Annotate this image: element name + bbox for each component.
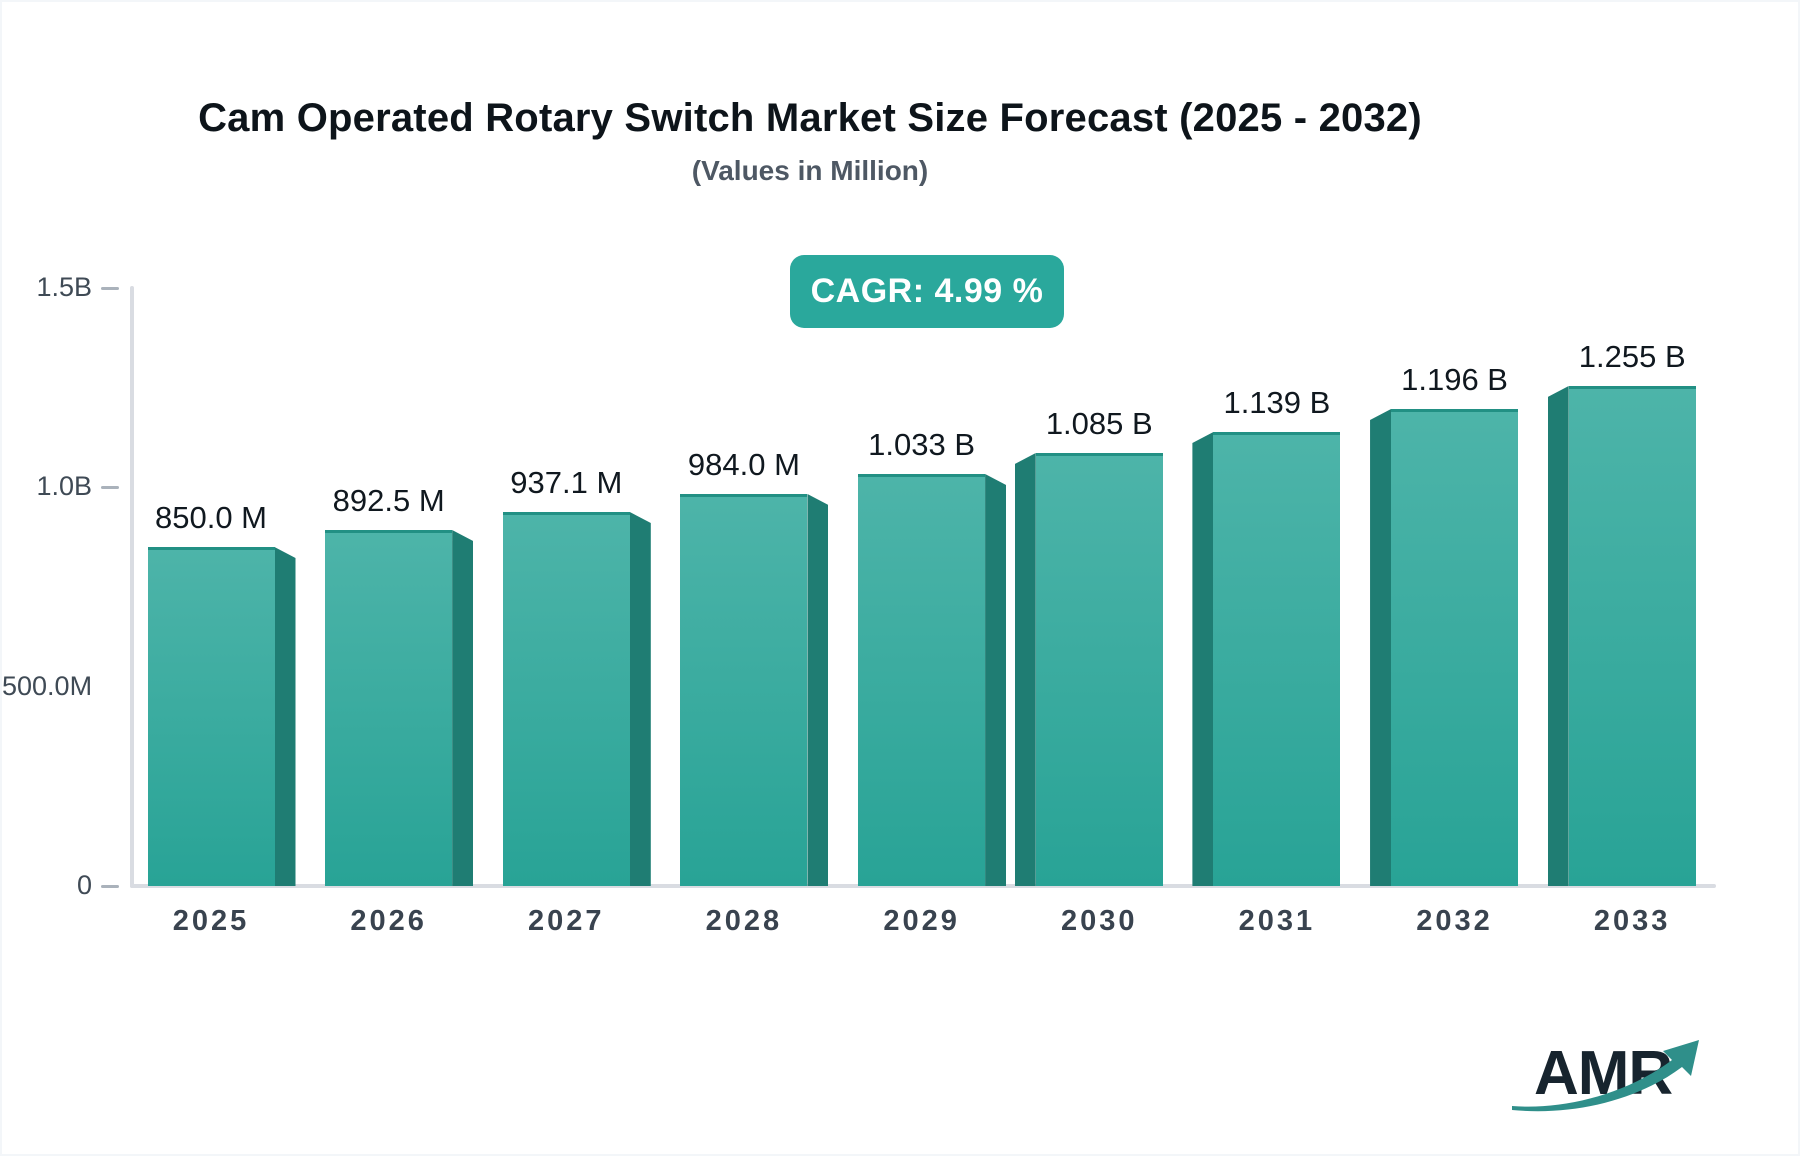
y-axis-label: 1.5B: [36, 272, 92, 302]
bar-2027[interactable]: [502, 512, 630, 886]
x-axis-label: 2028: [705, 905, 783, 937]
growth-arrow-icon: [1512, 1040, 1699, 1112]
bar-3d-side: [1192, 432, 1214, 886]
bar-3d-side: [1547, 386, 1569, 886]
y-axis-tick: [101, 486, 119, 490]
bar-3d-side: [629, 512, 651, 886]
chart-title: Cam Operated Rotary Switch Market Size F…: [198, 96, 1422, 140]
bar-3d-side: [985, 474, 1007, 886]
bar-3d-side: [1370, 409, 1392, 886]
title-block: Cam Operated Rotary Switch Market Size F…: [2, 96, 1618, 187]
bar-2031[interactable]: [1213, 432, 1341, 886]
x-axis-label: 2031: [1238, 905, 1316, 937]
cagr-badge: CAGR: 4.99 %: [790, 255, 1064, 328]
y-axis-label: 1.0B: [36, 471, 92, 502]
bar-value-label: 937.1 M: [510, 465, 623, 500]
bar-value-label: 1.085 B: [1045, 406, 1153, 441]
bar-2033[interactable]: [1568, 386, 1696, 886]
bar-value-label: 1.196 B: [1401, 362, 1508, 397]
x-axis-label: 2032: [1416, 905, 1493, 937]
x-axis-label: 2025: [172, 905, 250, 937]
bar-value-label: 984.0 M: [687, 447, 800, 482]
bar-value-label: 1.139 B: [1223, 385, 1331, 420]
x-axis-line: [130, 884, 1716, 888]
bar-3d-side: [807, 494, 829, 886]
bar-value-label: 892.5 M: [332, 483, 445, 518]
y-axis-tick: [101, 885, 119, 888]
y-axis-label: 500.0M: [2, 670, 93, 701]
bar-2025[interactable]: [147, 547, 275, 886]
bar-3d-side: [452, 530, 474, 886]
bar-value-label: 1.255 B: [1578, 339, 1686, 374]
y-axis-label: 0: [76, 870, 92, 900]
bar-2029[interactable]: [858, 474, 986, 886]
x-axis-label: 2033: [1593, 905, 1671, 937]
chart-subtitle: (Values in Million): [691, 155, 929, 186]
x-axis-label: 2029: [883, 905, 960, 937]
bar-value-label: 850.0 M: [154, 500, 267, 535]
bar-2026[interactable]: [325, 530, 453, 886]
bar-2032[interactable]: [1391, 409, 1519, 886]
y-axis-line: [130, 286, 134, 888]
y-axis-tick: [101, 287, 119, 290]
x-axis-label: 2026: [350, 905, 427, 937]
bar-2028[interactable]: [680, 494, 808, 886]
bar-2030[interactable]: [1035, 453, 1163, 886]
x-axis-label: 2027: [528, 905, 605, 937]
bar-3d-side: [274, 547, 296, 886]
bar-value-label: 1.033 B: [868, 427, 976, 462]
cagr-badge-label: CAGR: 4.99 %: [810, 272, 1044, 310]
x-axis-label: 2030: [1060, 905, 1138, 937]
bar-3d-side: [1014, 453, 1036, 886]
